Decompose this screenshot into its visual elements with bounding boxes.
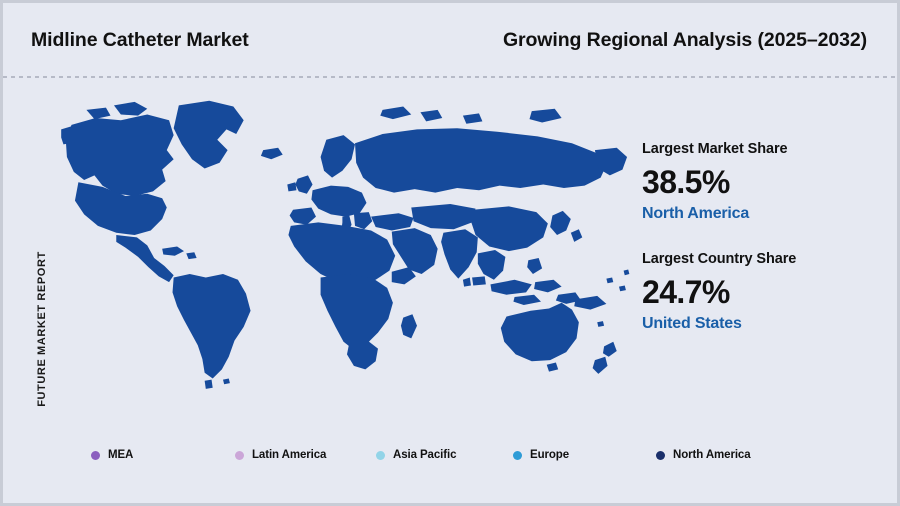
- legend-item-north-america: North America: [656, 449, 751, 461]
- map-legend: MEA Latin America Asia Pacific Europe No…: [91, 449, 791, 471]
- legend-dot-latin-america: [235, 450, 244, 460]
- world-map-landmasses: [61, 100, 630, 389]
- legend-label-latin-america: Latin America: [252, 449, 327, 461]
- legend-item-latin-america: Latin America: [235, 449, 326, 461]
- header-divider: [3, 76, 897, 78]
- legend-dot-europe: [513, 450, 522, 460]
- legend-label-north-america: North America: [673, 449, 751, 461]
- legend-item-mea: MEA: [91, 449, 133, 461]
- header-bar: Midline Catheter Market Growing Regional…: [3, 3, 897, 77]
- page-subtitle: Growing Regional Analysis (2025–2032): [502, 28, 867, 51]
- brand-vertical-label: FUTURE MARKET REPORT: [33, 239, 51, 419]
- legend-dot-mea: [91, 450, 100, 460]
- legend-item-asia-pacific: Asia Pacific: [376, 449, 456, 461]
- stat-region-market-share: North America: [642, 205, 750, 222]
- stat-block-market-share: Largest Market Share 38.5% North America: [642, 141, 882, 223]
- stat-label-country-share: Largest Country Share: [642, 251, 797, 267]
- legend-label-mea: MEA: [108, 449, 134, 461]
- stat-value-market-share: 38.5%: [642, 164, 730, 200]
- page-title: Midline Catheter Market: [31, 28, 249, 51]
- stat-block-country-share: Largest Country Share 24.7% United State…: [642, 251, 882, 333]
- stat-label-market-share: Largest Market Share: [642, 141, 788, 157]
- legend-dot-north-america: [656, 450, 665, 460]
- stats-panel: Largest Market Share 38.5% North America…: [642, 141, 882, 333]
- legend-item-europe: Europe: [513, 449, 569, 461]
- stat-region-country-share: United States: [642, 315, 742, 332]
- world-map: [61, 95, 641, 425]
- legend-label-asia-pacific: Asia Pacific: [393, 449, 457, 461]
- legend-dot-asia-pacific: [376, 450, 385, 460]
- brand-vertical-text: FUTURE MARKET REPORT: [36, 251, 49, 407]
- legend-label-europe: Europe: [530, 449, 570, 461]
- stat-value-country-share: 24.7%: [642, 274, 730, 310]
- world-map-svg: [61, 100, 630, 389]
